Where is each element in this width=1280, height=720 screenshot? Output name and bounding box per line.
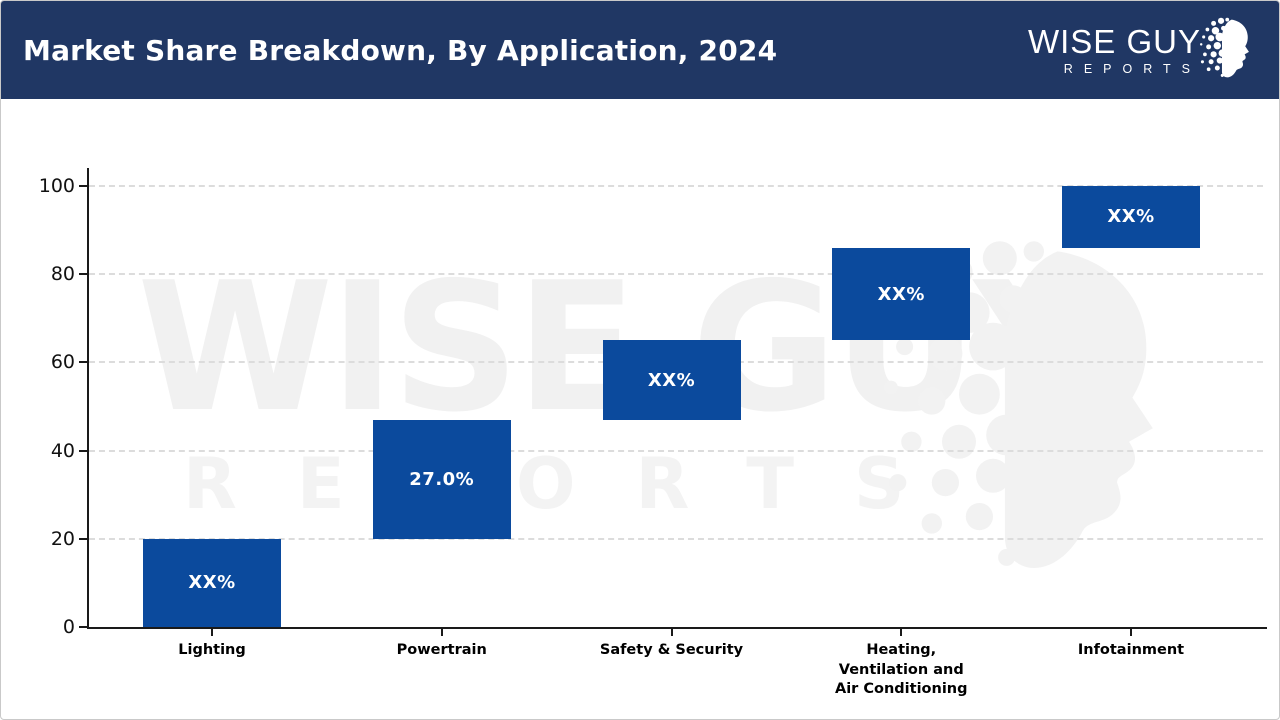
gridline	[89, 273, 1263, 276]
header-bar: Market Share Breakdown, By Application, …	[1, 1, 1279, 99]
bar: XX%	[1062, 186, 1200, 248]
x-tick-mark	[670, 629, 673, 636]
bar: XX%	[832, 247, 971, 341]
bar-value-label: XX%	[188, 572, 236, 594]
y-axis-line	[87, 168, 89, 629]
x-tick-label: Infotainment	[1077, 642, 1185, 658]
gridline	[89, 449, 1263, 452]
y-tick-mark	[79, 449, 88, 452]
bar: XX%	[602, 340, 741, 420]
bar-value-label: XX%	[877, 283, 925, 305]
x-tick-mark	[211, 629, 213, 636]
x-tick-label: Lighting	[178, 642, 246, 658]
y-tick-mark	[79, 273, 88, 276]
logo-wordmark: WISE GUY	[1027, 22, 1201, 60]
bar-value-label: XX%	[647, 369, 696, 391]
logo-text: WISE GUY REPORTS	[1028, 25, 1201, 76]
y-tick-mark	[79, 537, 88, 540]
page-title: Market Share Breakdown, By Application, …	[23, 33, 778, 67]
y-tick-label: 60	[50, 351, 75, 374]
y-tick-label: 40	[50, 439, 75, 462]
x-tick-label: Powertrain	[396, 642, 487, 658]
logo-subtext: REPORTS	[1063, 61, 1201, 76]
y-tick-mark	[79, 361, 88, 364]
y-tick-mark	[79, 626, 88, 628]
x-tick-label: Safety & Security	[599, 642, 744, 658]
y-tick-label: 20	[50, 527, 75, 550]
x-tick-mark	[1130, 629, 1132, 636]
x-tick-mark	[900, 629, 903, 636]
gridline	[89, 185, 1263, 187]
y-tick-label: 80	[50, 263, 75, 286]
y-tick-label: 0	[62, 616, 75, 638]
x-tick-mark	[440, 629, 443, 636]
x-axis-line	[87, 627, 1267, 629]
bar-value-label: XX%	[1107, 206, 1155, 228]
bar-value-label: 27.0%	[409, 468, 475, 490]
x-tick-label: Heating, Ventilation and Air Conditionin…	[834, 642, 968, 698]
y-tick-label: 100	[38, 175, 75, 197]
bar: XX%	[143, 538, 281, 627]
gridline	[89, 537, 1263, 540]
brand-logo: WISE GUY REPORTS	[1028, 11, 1257, 89]
y-tick-mark	[79, 185, 88, 187]
bar: 27.0%	[372, 419, 511, 539]
